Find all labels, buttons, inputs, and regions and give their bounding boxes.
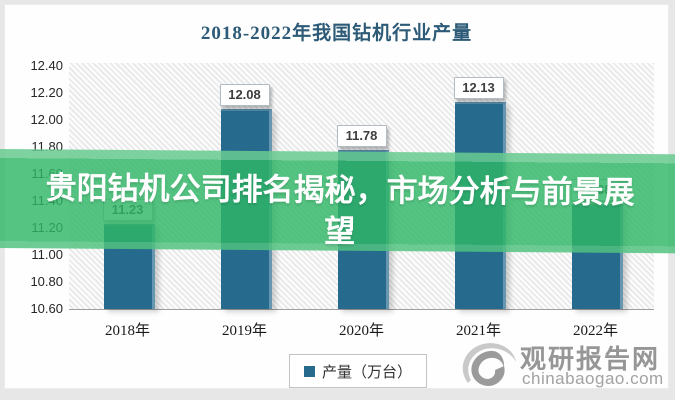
y-tick-label: 11.00 [31,247,63,262]
watermark-site-name: 观研报告网 [520,344,661,374]
bar-value-label: 12.13 [453,77,504,100]
bar-value-label: 11.78 [336,124,387,147]
x-tick-label: 2018年 [104,323,150,339]
watermark: 观研报告网 chinabaogao.com [456,333,666,395]
overlay-banner-line1: 贵阳钻机公司排名揭秘，市场分析与前景展 [45,170,635,211]
y-tick-label: 12.20 [30,85,63,100]
y-tick-label: 12.00 [30,112,63,127]
x-tick-label: 2022年 [572,323,618,339]
legend-swatch-icon [303,365,315,377]
swirl-logo-icon [462,343,516,386]
bar-value-label: 12.08 [219,84,270,107]
watermark-site-domain: chinabaogao.com [522,369,664,388]
y-tick-label: 12.40 [30,58,63,73]
legend: 产量（万台） [289,354,427,388]
overlay-banner-line2: 望 [324,213,356,249]
x-tick-label: 2021年 [455,323,501,339]
y-tick-label: 10.60 [30,301,63,316]
chart-title: 2018-2022年我国钻机行业产量 [200,23,473,44]
overlay-banner: 贵阳钻机公司排名揭秘，市场分析与前景展 望 [0,149,675,254]
x-tick-label: 2019年 [221,323,267,339]
legend-label: 产量（万台） [321,364,412,381]
y-tick-label: 10.80 [30,274,63,289]
x-tick-label: 2020年 [338,323,384,339]
